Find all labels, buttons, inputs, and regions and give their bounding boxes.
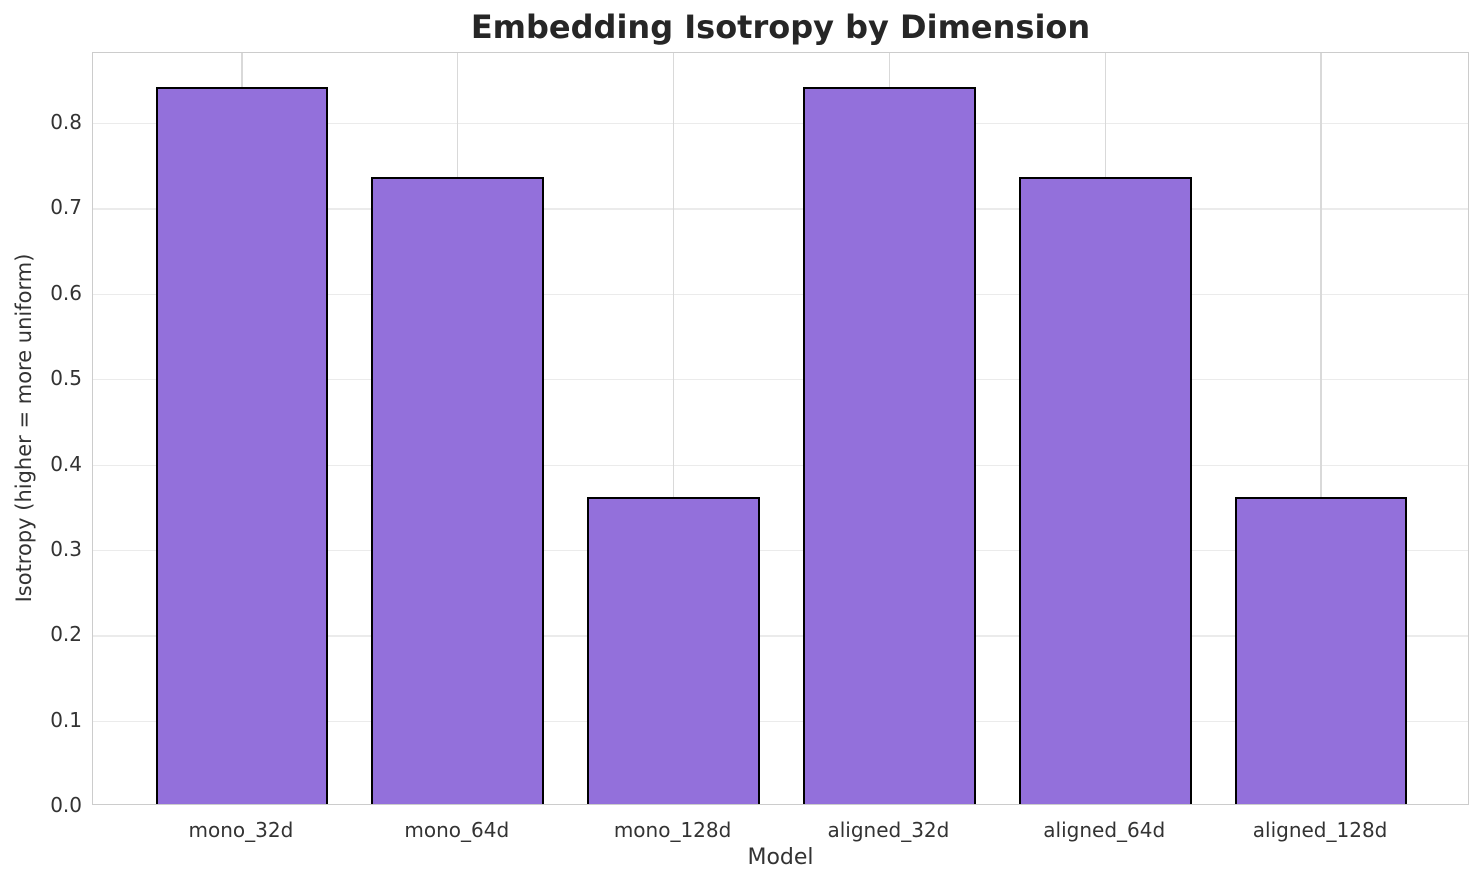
- x-tick-label-mono_32d: mono_32d: [188, 818, 294, 842]
- bar-aligned_128d: [1234, 496, 1408, 804]
- y-tick-label-0.7: 0.7: [50, 195, 82, 220]
- x-axis-label: Model: [747, 845, 814, 870]
- bar-mono_32d: [155, 86, 329, 804]
- y-tick-label-0.3: 0.3: [50, 536, 82, 561]
- y-tick-label-0.2: 0.2: [50, 622, 82, 647]
- x-tick-label-aligned_128d: aligned_128d: [1252, 818, 1388, 842]
- x-tick-label-mono_64d: mono_64d: [404, 818, 510, 842]
- chart-title: Embedding Isotropy by Dimension: [470, 8, 1091, 46]
- y-tick-label-0.5: 0.5: [50, 366, 82, 391]
- y-tick-label-0.1: 0.1: [50, 707, 82, 732]
- x-tick-label-aligned_32d: aligned_32d: [827, 818, 950, 842]
- plot-area: [92, 52, 1469, 805]
- y-tick-label-0.8: 0.8: [50, 110, 82, 134]
- x-tick-label-aligned_64d: aligned_64d: [1043, 818, 1166, 842]
- bar-aligned_64d: [1018, 176, 1192, 804]
- bar-mono_64d: [371, 176, 545, 804]
- y-tick-label-0.0: 0.0: [50, 793, 82, 817]
- x-tick-label-mono_128d: mono_128d: [613, 818, 732, 842]
- bar-aligned_32d: [803, 86, 976, 804]
- bar-mono_128d: [587, 496, 760, 804]
- y-tick-label-0.6: 0.6: [50, 280, 82, 305]
- y-tick-label-0.4: 0.4: [50, 451, 82, 476]
